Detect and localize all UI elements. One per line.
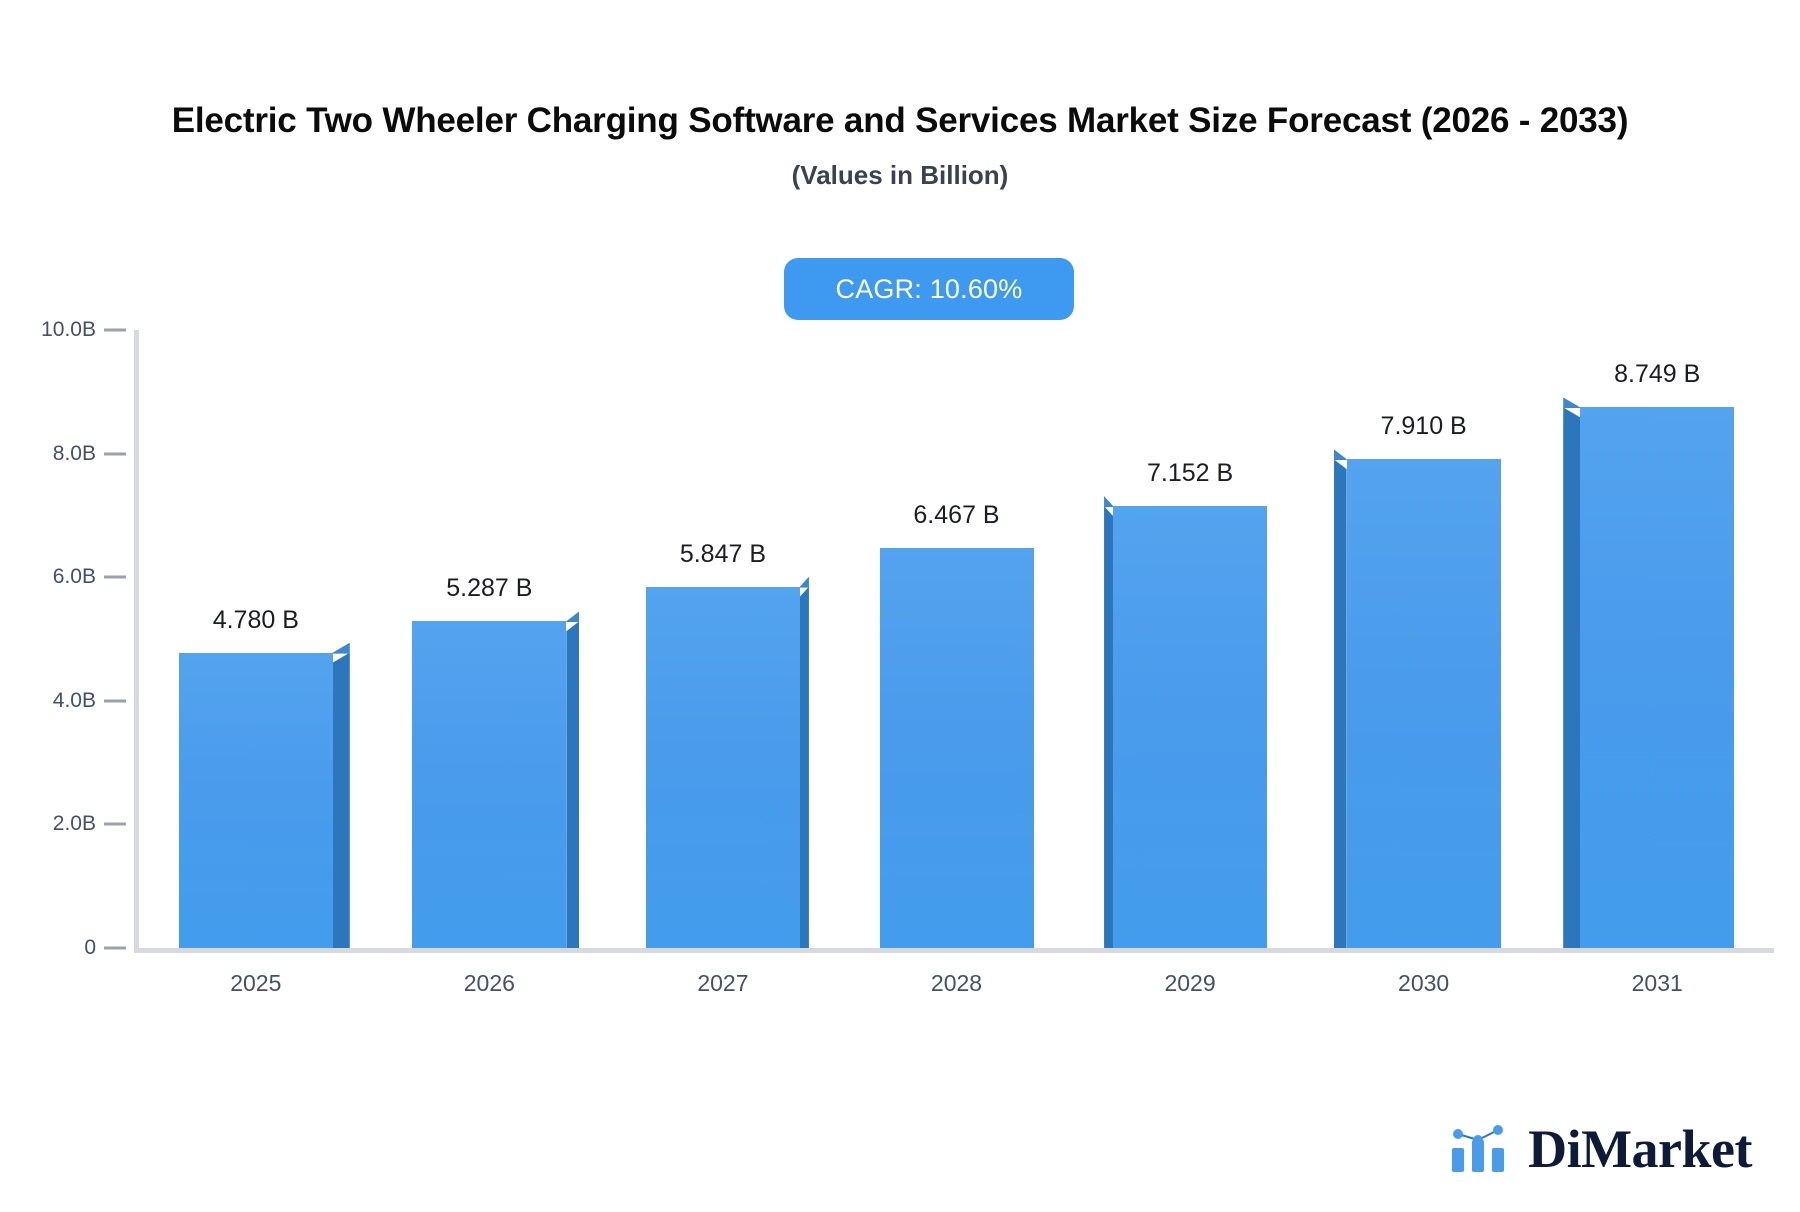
y-axis-tick-label: 6.0B <box>52 565 96 589</box>
dimarket-logo: DiMarket <box>1450 1122 1752 1176</box>
bar-body <box>412 611 580 948</box>
y-axis-tick-label: 8.0B <box>52 441 96 465</box>
chart-title: Electric Two Wheeler Charging Software a… <box>171 101 1629 140</box>
bar-top-face <box>332 642 350 654</box>
x-axis-tick-label: 2028 <box>930 970 983 996</box>
bar-side-face <box>1333 459 1347 948</box>
bar-body <box>1333 449 1501 948</box>
cagr-badge-label: CAGR: 10.60% <box>835 273 1023 304</box>
bar-value-label: 4.780 B <box>212 605 299 634</box>
bars-group: 4.780 B 5.287 B 5.847 B 6.467 B 7.152 B 7.910… <box>139 330 1774 948</box>
bar-front-face <box>1580 407 1735 948</box>
bar-top-face <box>1333 449 1347 461</box>
cagr-badge: CAGR: 10.60% <box>784 258 1074 320</box>
bar-front-face <box>879 548 1034 948</box>
x-axis-tick-label: 2025 <box>230 970 282 996</box>
bar-2027[interactable]: 5.847 B <box>645 330 809 948</box>
bar-side-face <box>566 621 580 948</box>
bar-top-face <box>1563 397 1581 409</box>
bar-2029[interactable]: 7.152 B <box>1104 330 1268 948</box>
x-axis-line <box>134 948 1774 953</box>
bar-top-face <box>566 611 580 623</box>
y-axis-tick-mark <box>104 946 126 950</box>
x-axis: 2025 2026 2027 2028 2029 2030 2031 <box>139 970 1774 1010</box>
y-axis-tick-mark <box>104 699 126 703</box>
x-axis-tick-label: 2026 <box>463 970 515 996</box>
y-axis-tick-mark <box>104 822 126 826</box>
bar-value-label: 7.910 B <box>1380 412 1467 441</box>
bar-2030[interactable]: 7.910 B <box>1333 330 1501 948</box>
bar-side-face <box>1563 407 1581 948</box>
x-axis-tick-label: 2031 <box>1631 970 1683 996</box>
bar-front-face <box>1346 459 1501 948</box>
x-axis-tick-label: 2027 <box>697 970 749 996</box>
bar-value-label: 5.847 B <box>679 539 767 568</box>
bar-body <box>1563 397 1735 948</box>
y-axis-tick-label: 10.0B <box>41 318 96 341</box>
bar-value-label: 7.152 B <box>1146 459 1234 488</box>
x-axis-tick-label: 2029 <box>1164 970 1216 996</box>
y-axis-tick-mark <box>104 452 126 456</box>
bar-value-label: 6.467 B <box>913 501 1000 530</box>
bar-2028[interactable]: 6.467 B <box>879 330 1034 948</box>
y-axis-line <box>134 330 139 950</box>
bar-2031[interactable]: 8.749 B <box>1563 330 1735 948</box>
bar-body <box>178 642 350 948</box>
y-axis: 0 2.0B 4.0B 6.0B 8.0B 10.0B <box>0 318 96 959</box>
y-axis-tick-mark <box>104 328 126 332</box>
bar-side-face <box>799 586 809 948</box>
y-axis-tick-label: 0 <box>84 936 96 959</box>
bar-body <box>645 576 809 948</box>
bar-front-face <box>412 621 567 948</box>
chart-subtitle: (Values in Billion) <box>791 160 1009 191</box>
plot-area: 0 2.0B 4.0B 6.0B 8.0B 10.0B 4.780 B 5.287 B 5.8… <box>0 318 1800 996</box>
bar-2025[interactable]: 4.780 B <box>178 330 350 948</box>
bar-value-label: 5.287 B <box>446 574 533 603</box>
y-axis-tick-mark <box>104 575 126 579</box>
title-block: Electric Two Wheeler Charging Software a… <box>120 98 1680 191</box>
y-axis-tick-label: 2.0B <box>52 812 96 836</box>
logo-text: DiMarket <box>1528 1119 1752 1179</box>
bar-body <box>1104 496 1268 948</box>
bar-2026[interactable]: 5.287 B <box>412 330 580 948</box>
bar-value-label: 8.749 B <box>1614 360 1701 389</box>
bar-side-face <box>1104 506 1114 948</box>
bar-top-face <box>799 576 809 588</box>
bar-front-face <box>1113 506 1268 948</box>
bar-body <box>879 548 1034 948</box>
bar-top-face <box>1104 496 1114 508</box>
bar-side-face <box>332 652 350 948</box>
x-axis-tick-label: 2030 <box>1398 970 1450 996</box>
bar-front-face <box>178 652 333 948</box>
bar-front-face <box>645 586 800 948</box>
bar-chart-logo-icon <box>1452 1125 1505 1172</box>
y-axis-tick-label: 4.0B <box>52 688 96 712</box>
